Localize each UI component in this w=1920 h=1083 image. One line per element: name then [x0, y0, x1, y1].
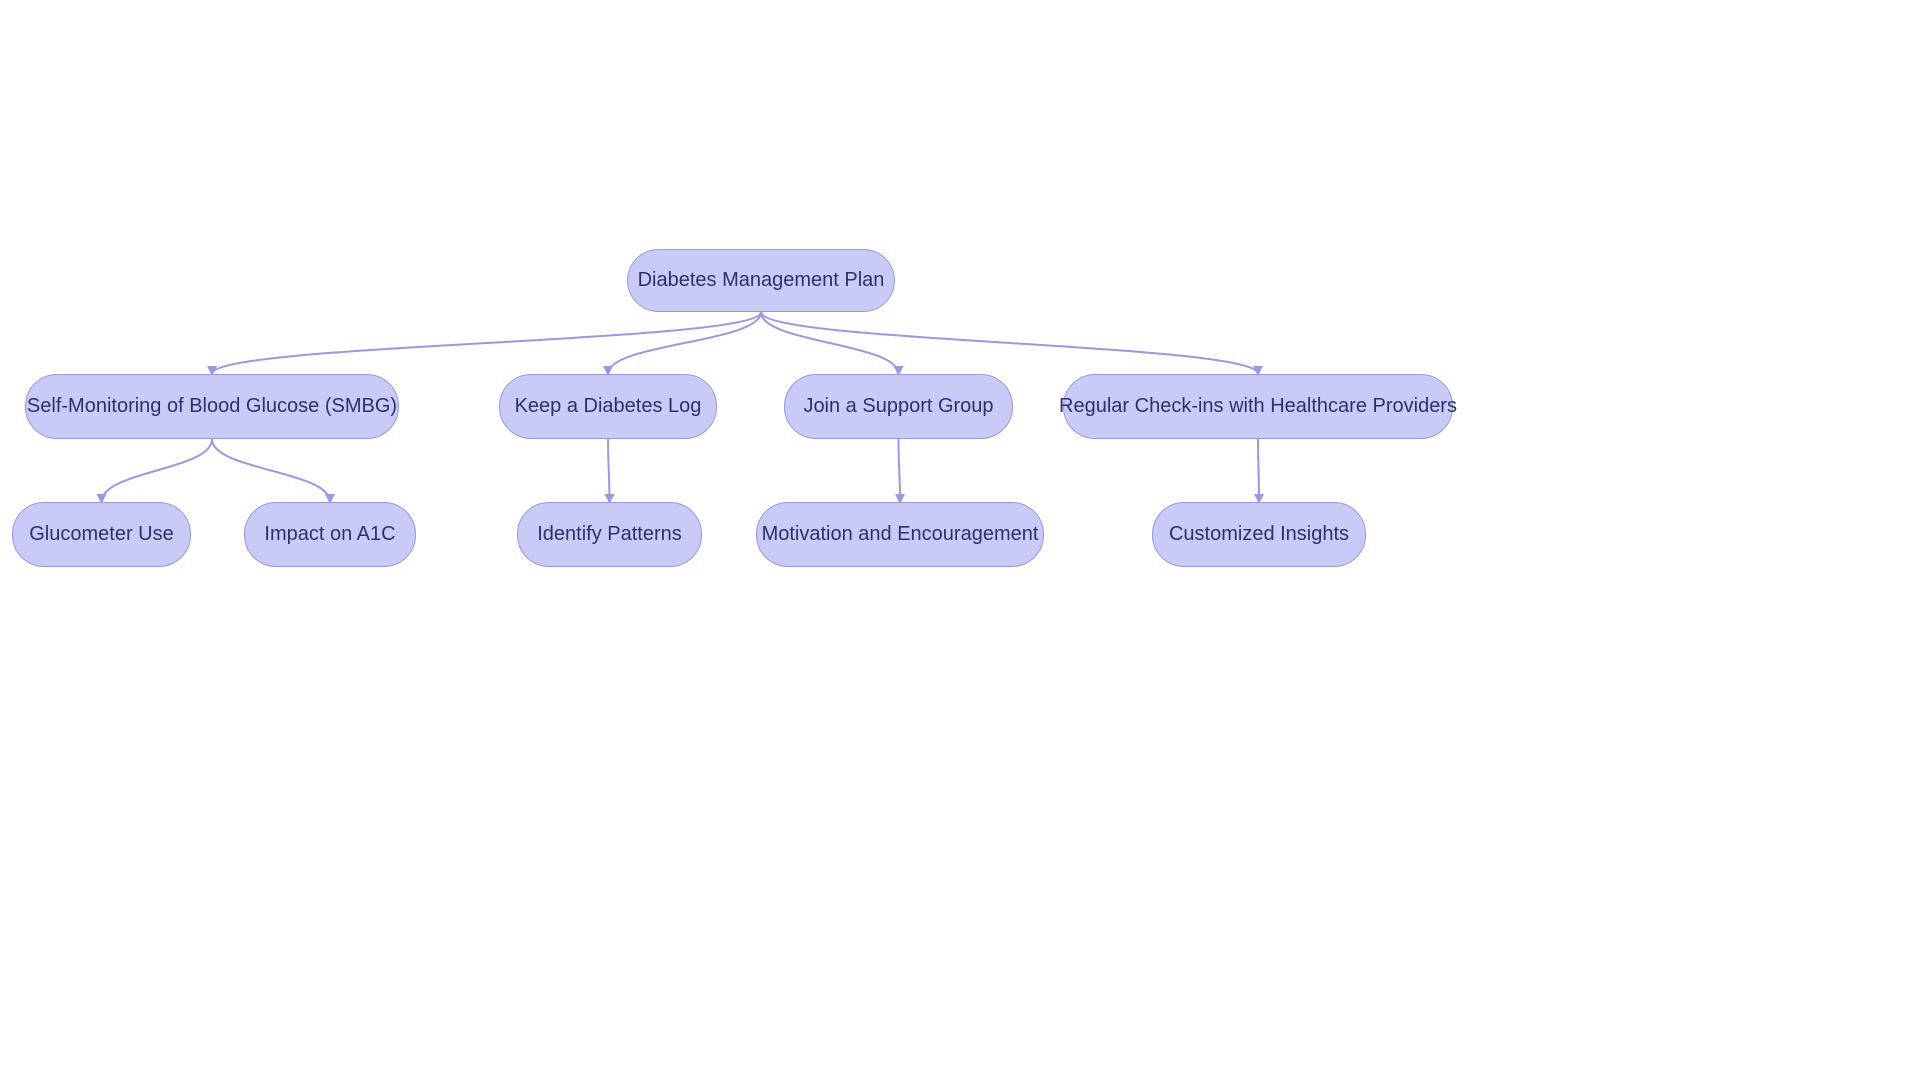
node-log: Keep a Diabetes Log — [499, 374, 717, 439]
node-label: Regular Check-ins with Healthcare Provid… — [1059, 395, 1457, 418]
node-label: Glucometer Use — [29, 523, 174, 546]
node-label: Join a Support Group — [803, 395, 993, 418]
edge-root-smbg — [212, 312, 761, 374]
node-group: Join a Support Group — [784, 374, 1013, 439]
edge-root-group — [761, 312, 899, 374]
node-label: Motivation and Encouragement — [762, 523, 1039, 546]
node-patterns: Identify Patterns — [517, 502, 702, 567]
node-label: Keep a Diabetes Log — [515, 395, 702, 418]
node-label: Customized Insights — [1169, 523, 1349, 546]
edge-root-checkins — [761, 312, 1258, 374]
node-motiv: Motivation and Encouragement — [756, 502, 1044, 567]
node-label: Impact on A1C — [264, 523, 395, 546]
edge-group-motiv — [899, 439, 901, 502]
diagram-canvas: Diabetes Management Plan Self-Monitoring … — [0, 0, 1920, 1083]
node-checkins: Regular Check-ins with Healthcare Provid… — [1063, 374, 1453, 439]
node-gluco: Glucometer Use — [12, 502, 191, 567]
node-root: Diabetes Management Plan — [627, 249, 895, 312]
edge-checkins-insights — [1258, 439, 1259, 502]
edge-log-patterns — [608, 439, 610, 502]
node-smbg: Self-Monitoring of Blood Glucose (SMBG) — [25, 374, 399, 439]
edge-smbg-gluco — [102, 439, 213, 502]
edge-smbg-a1c — [212, 439, 330, 502]
node-a1c: Impact on A1C — [244, 502, 416, 567]
node-label: Diabetes Management Plan — [638, 269, 885, 292]
edge-root-log — [608, 312, 761, 374]
node-insights: Customized Insights — [1152, 502, 1366, 567]
node-label: Identify Patterns — [537, 523, 682, 546]
node-label: Self-Monitoring of Blood Glucose (SMBG) — [27, 395, 397, 418]
